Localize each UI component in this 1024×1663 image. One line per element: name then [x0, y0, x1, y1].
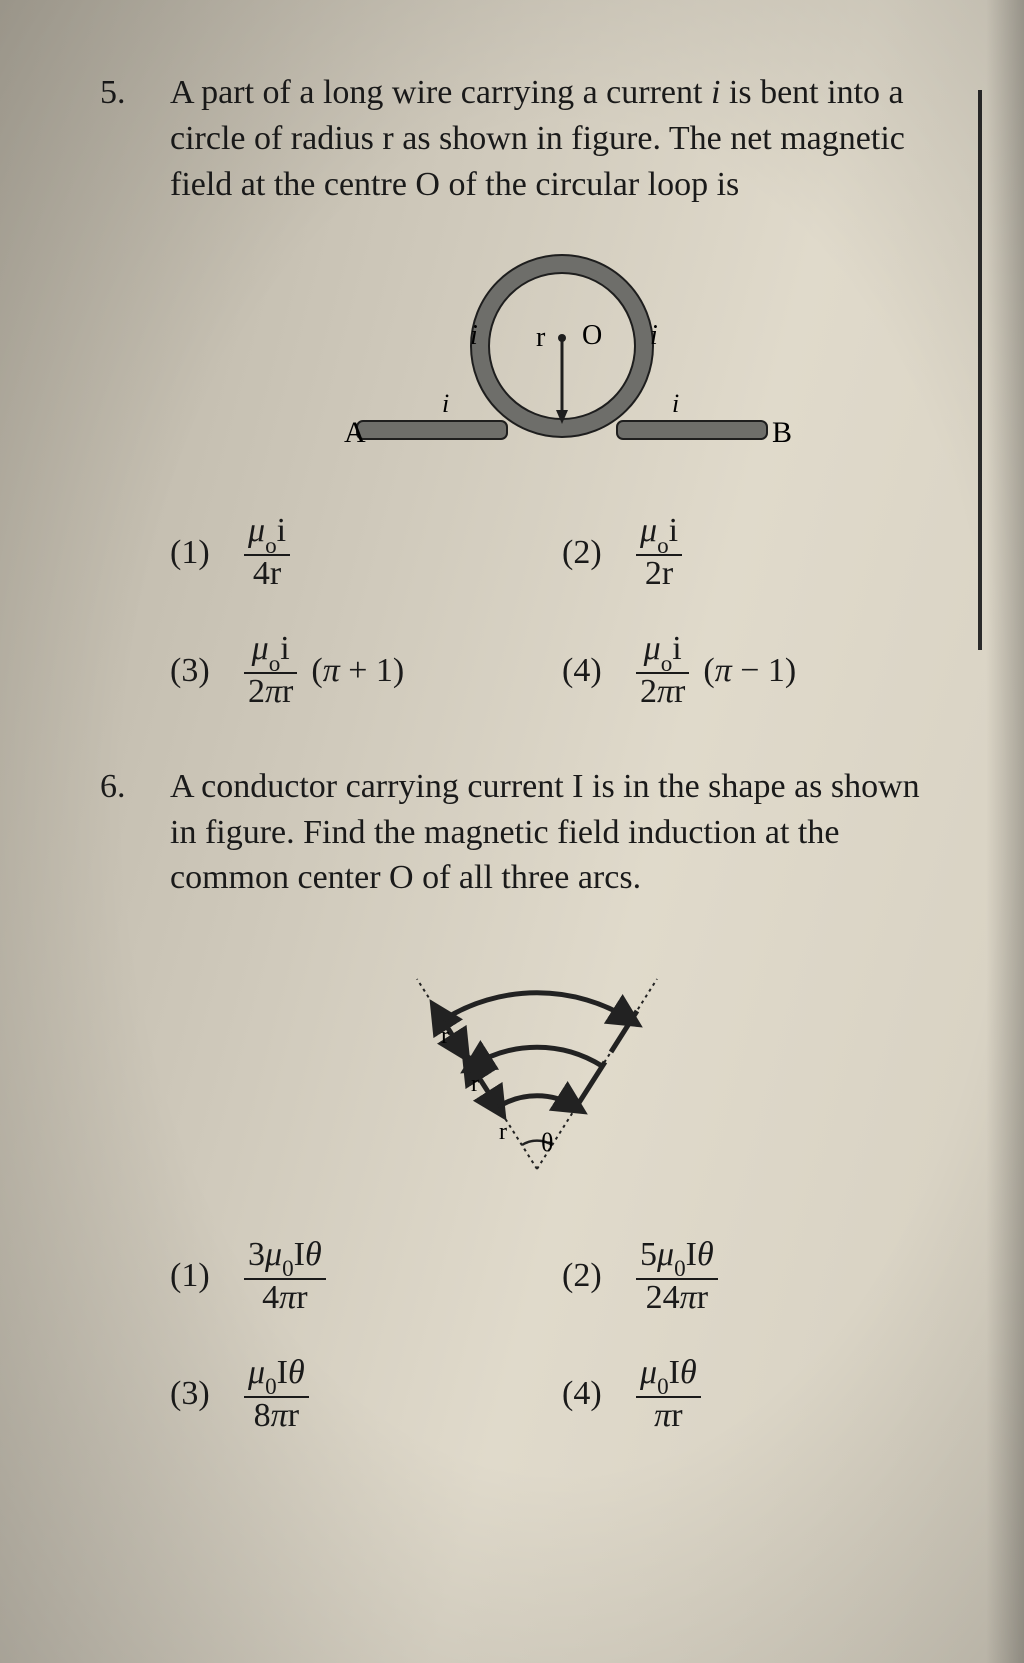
svg-text:r: r [536, 322, 546, 353]
column-rule [978, 90, 982, 650]
q5-option-3: (3) μoi 2πr (π + 1) [170, 626, 562, 716]
svg-text:r: r [471, 1071, 479, 1097]
svg-text:i: i [650, 320, 658, 351]
q6-option-2: (2) 5μ0Iθ 24πr [562, 1231, 954, 1321]
q6-option-4: (4) μ0Iθ πr [562, 1349, 954, 1439]
q5-label-b: B [772, 416, 792, 449]
svg-text:i: i [470, 320, 478, 351]
q6-options: (1) 3μ0Iθ 4πr (2) 5μ0Iθ 24πr (3) μ0Iθ 8π… [170, 1217, 954, 1453]
svg-text:i: i [672, 389, 679, 418]
q6-figure: θ r r r [170, 919, 954, 1199]
q6-option-1: (1) 3μ0Iθ 4πr [170, 1231, 562, 1321]
svg-text:r: r [499, 1119, 507, 1145]
q5-option-4: (4) μoi 2πr (π − 1) [562, 626, 954, 716]
q5-option-1: (1) μoi 4r [170, 508, 562, 598]
q6-text: A conductor carrying current I is in the… [170, 764, 954, 902]
svg-text:i: i [442, 389, 449, 418]
q5-number: 5. [100, 70, 170, 116]
svg-text:θ: θ [541, 1128, 553, 1157]
q5-label-a: A [344, 416, 366, 449]
svg-text:r: r [441, 1023, 449, 1049]
q5-option-2: (2) μoi 2r [562, 508, 954, 598]
svg-text:O: O [582, 320, 602, 351]
q5-figure: A B i i i i r O [170, 226, 954, 476]
q5-options: (1) μoi 4r (2) μoi 2r (3) μoi 2πr (π + 1… [170, 494, 954, 730]
q6-option-3: (3) μ0Iθ 8πr [170, 1349, 562, 1439]
q6-number: 6. [100, 764, 170, 810]
q5-text: A part of a long wire carrying a current… [170, 70, 954, 208]
